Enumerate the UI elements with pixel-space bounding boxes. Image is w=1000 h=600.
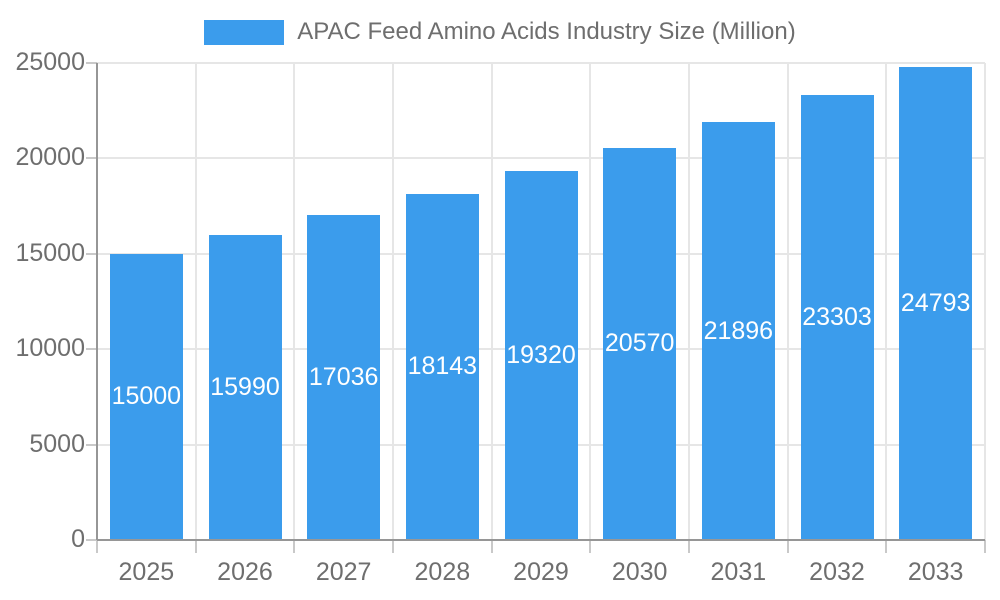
y-gridline	[97, 62, 985, 64]
plot-area: 0 5000 10000 15000 20000 25000 15000 2025 15990 2…	[15, 50, 986, 586]
x-axis-label: 2032	[809, 558, 865, 586]
bar-value-label: 24793	[900, 288, 971, 317]
legend-swatch	[204, 19, 285, 45]
x-axis-label: 2031	[710, 558, 767, 586]
x-gridline	[885, 63, 888, 540]
x-axis-label: 2033	[907, 558, 964, 586]
x-gridline	[194, 63, 197, 540]
x-axis-line	[97, 539, 985, 541]
x-axis-label: 2029	[513, 558, 569, 586]
legend-label: APAC Feed Amino Acids Industry Size (Mil…	[297, 18, 796, 45]
bar	[603, 147, 677, 540]
bar-value-label: 19320	[506, 341, 576, 370]
y-axis-label: 10000	[15, 334, 85, 363]
bar-value-label: 17036	[308, 362, 379, 391]
bar-value-label: 23303	[802, 303, 872, 332]
x-tick	[392, 540, 394, 553]
bar	[208, 234, 282, 540]
bar	[800, 95, 874, 540]
bar-value-label: 21896	[703, 316, 774, 345]
x-tick	[885, 540, 888, 553]
y-tick	[86, 157, 97, 160]
bar-value-label: 15000	[111, 382, 182, 411]
x-gridline	[293, 63, 296, 540]
bar-value-label: 15990	[210, 372, 280, 401]
x-gridline	[589, 63, 592, 540]
x-gridline	[786, 63, 789, 540]
y-tick	[86, 348, 97, 351]
x-axis-label: 2030	[611, 558, 668, 586]
bar	[307, 214, 381, 540]
y-axis-label: 20000	[15, 143, 85, 172]
y-tick	[86, 539, 97, 541]
x-gridline	[392, 63, 394, 540]
y-axis-label: 25000	[15, 48, 85, 76]
bar	[504, 171, 578, 540]
x-axis-label: 2025	[118, 558, 175, 586]
bar-value-label: 18143	[407, 352, 478, 381]
y-axis-label: 0	[71, 525, 85, 553]
x-axis-label: 2028	[414, 558, 471, 586]
x-tick	[688, 540, 690, 553]
bar-value-label: 20570	[604, 329, 675, 358]
bar	[701, 122, 775, 540]
x-tick	[194, 540, 197, 553]
y-axis-label: 15000	[15, 238, 85, 267]
y-axis-line	[96, 63, 98, 540]
y-axis-label: 5000	[29, 429, 85, 458]
x-axis-label: 2026	[217, 558, 273, 586]
x-axis-label: 2027	[315, 558, 372, 586]
x-gridline	[984, 63, 986, 540]
x-tick	[984, 540, 986, 553]
y-tick	[86, 443, 97, 446]
bar	[405, 193, 479, 540]
y-tick	[86, 252, 97, 255]
x-gridline	[490, 63, 493, 540]
x-tick	[293, 540, 296, 553]
chart-legend[interactable]: APAC Feed Amino Acids Industry Size (Mil…	[0, 18, 1000, 46]
y-tick	[86, 62, 97, 64]
x-tick	[490, 540, 493, 553]
x-tick	[96, 540, 98, 553]
bar	[109, 253, 183, 540]
x-tick	[589, 540, 592, 553]
x-gridline	[688, 63, 690, 540]
x-tick	[786, 540, 789, 553]
bar	[899, 66, 973, 540]
y-gridline	[97, 157, 985, 160]
